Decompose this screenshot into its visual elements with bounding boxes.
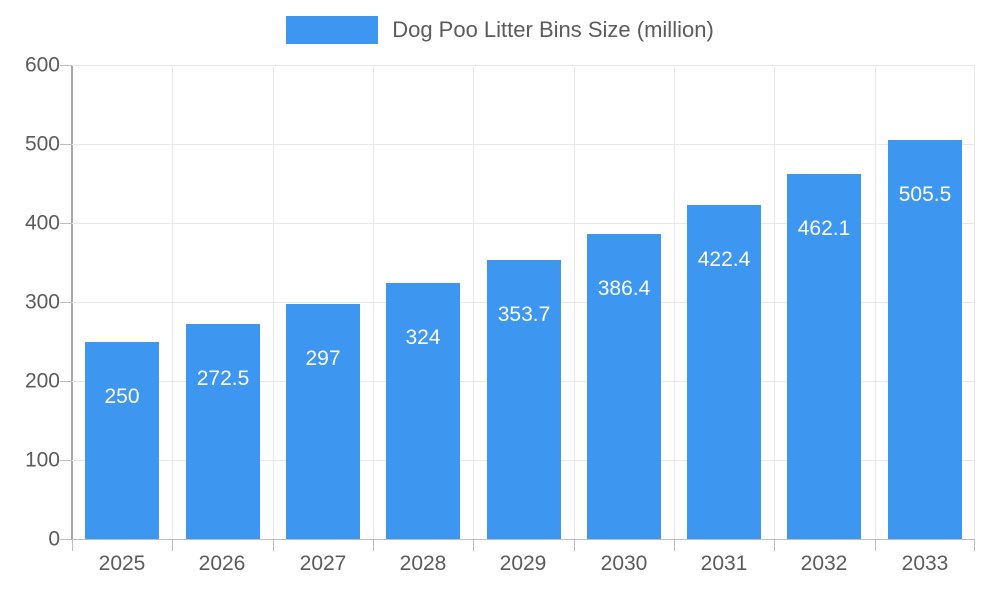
gridline-vertical — [774, 65, 775, 539]
x-axis-tick-mark — [273, 539, 274, 551]
gridline-vertical — [473, 65, 474, 539]
bar-value-label: 297 — [305, 347, 341, 371]
legend-entry[interactable]: Dog Poo Litter Bins Size (million) — [286, 16, 714, 44]
gridline-horizontal — [72, 144, 975, 145]
x-axis-tick-mark — [72, 539, 73, 551]
plot-area: 250 272.5 297 324 353.7 386.4 422.4 462.1 505.5 — [60, 65, 975, 551]
x-axis-tick-mark — [473, 539, 474, 551]
bar[interactable]: 422.4 — [687, 205, 761, 539]
y-axis-tick-label: 200 — [24, 369, 60, 393]
x-axis-tick-mark — [774, 539, 775, 551]
bar-value-label: 462.1 — [797, 216, 851, 240]
gridline-vertical — [172, 65, 173, 539]
chart-legend: Dog Poo Litter Bins Size (million) — [0, 0, 1000, 60]
y-axis-tick-mark — [60, 223, 72, 224]
y-axis-tick-mark — [60, 539, 72, 540]
x-axis-tick-label: 2025 — [98, 552, 146, 575]
x-axis-tick-label: 2031 — [700, 552, 748, 575]
y-axis-tick-mark — [60, 302, 72, 303]
y-axis-tick-mark — [60, 65, 72, 66]
bar[interactable]: 324 — [386, 283, 460, 539]
y-axis-tick-label: 500 — [24, 132, 60, 156]
bar[interactable]: 505.5 — [888, 139, 962, 539]
gridline-horizontal — [72, 65, 975, 66]
bar-value-label: 422.4 — [697, 248, 751, 272]
y-axis-tick-mark — [60, 460, 72, 461]
gridline-vertical — [674, 65, 675, 539]
gridline-horizontal — [72, 223, 975, 224]
x-axis-tick-mark — [875, 539, 876, 551]
x-axis-tick-mark — [172, 539, 173, 551]
bar-value-label: 386.4 — [597, 276, 651, 300]
bar-value-label: 324 — [405, 326, 441, 350]
bar[interactable]: 462.1 — [787, 173, 861, 539]
y-axis-tick-label: 400 — [24, 211, 60, 235]
x-axis-tick-label: 2030 — [600, 552, 648, 575]
gridline-horizontal — [72, 539, 975, 540]
x-axis-tick-labels: 2025 2026 2027 2028 2029 2030 2031 2032 2033 — [72, 551, 975, 591]
x-axis-tick-label: 2027 — [299, 552, 347, 575]
bar-value-label: 272.5 — [196, 366, 250, 390]
bar[interactable]: 272.5 — [186, 323, 260, 539]
y-axis-tick-mark — [60, 381, 72, 382]
x-axis-tick-label: 2026 — [198, 552, 246, 575]
x-axis-line — [60, 539, 975, 540]
bar[interactable]: 353.7 — [487, 259, 561, 539]
x-axis-tick-label: 2032 — [800, 552, 848, 575]
gridline-vertical — [373, 65, 374, 539]
bar[interactable]: 386.4 — [587, 233, 661, 539]
x-axis-tick-mark — [373, 539, 374, 551]
y-axis-tick-label: 100 — [24, 448, 60, 472]
gridline-vertical — [875, 65, 876, 539]
bar-value-label: 250 — [104, 384, 140, 408]
y-axis-tick-label: 300 — [24, 290, 60, 314]
gridline-vertical — [574, 65, 575, 539]
y-axis-tick-labels: 0 100 200 300 400 500 600 — [0, 55, 60, 550]
bar-value-label: 505.5 — [898, 182, 952, 206]
bar[interactable]: 250 — [85, 341, 159, 539]
y-axis-tick-label: 0 — [48, 527, 60, 551]
bar-value-label: 353.7 — [497, 302, 551, 326]
x-axis-tick-label: 2033 — [901, 552, 949, 575]
gridline-vertical — [273, 65, 274, 539]
x-axis-tick-label: 2028 — [399, 552, 447, 575]
legend-color-swatch — [286, 16, 379, 44]
x-axis-tick-mark — [674, 539, 675, 551]
y-axis-tick-label: 600 — [24, 53, 60, 77]
x-axis-tick-mark — [574, 539, 575, 551]
gridline-vertical — [974, 65, 975, 539]
x-axis-tick-mark — [974, 539, 975, 551]
y-axis-tick-mark — [60, 144, 72, 145]
x-axis-tick-label: 2029 — [499, 552, 547, 575]
legend-label: Dog Poo Litter Bins Size (million) — [392, 17, 714, 42]
bar[interactable]: 297 — [286, 304, 360, 539]
